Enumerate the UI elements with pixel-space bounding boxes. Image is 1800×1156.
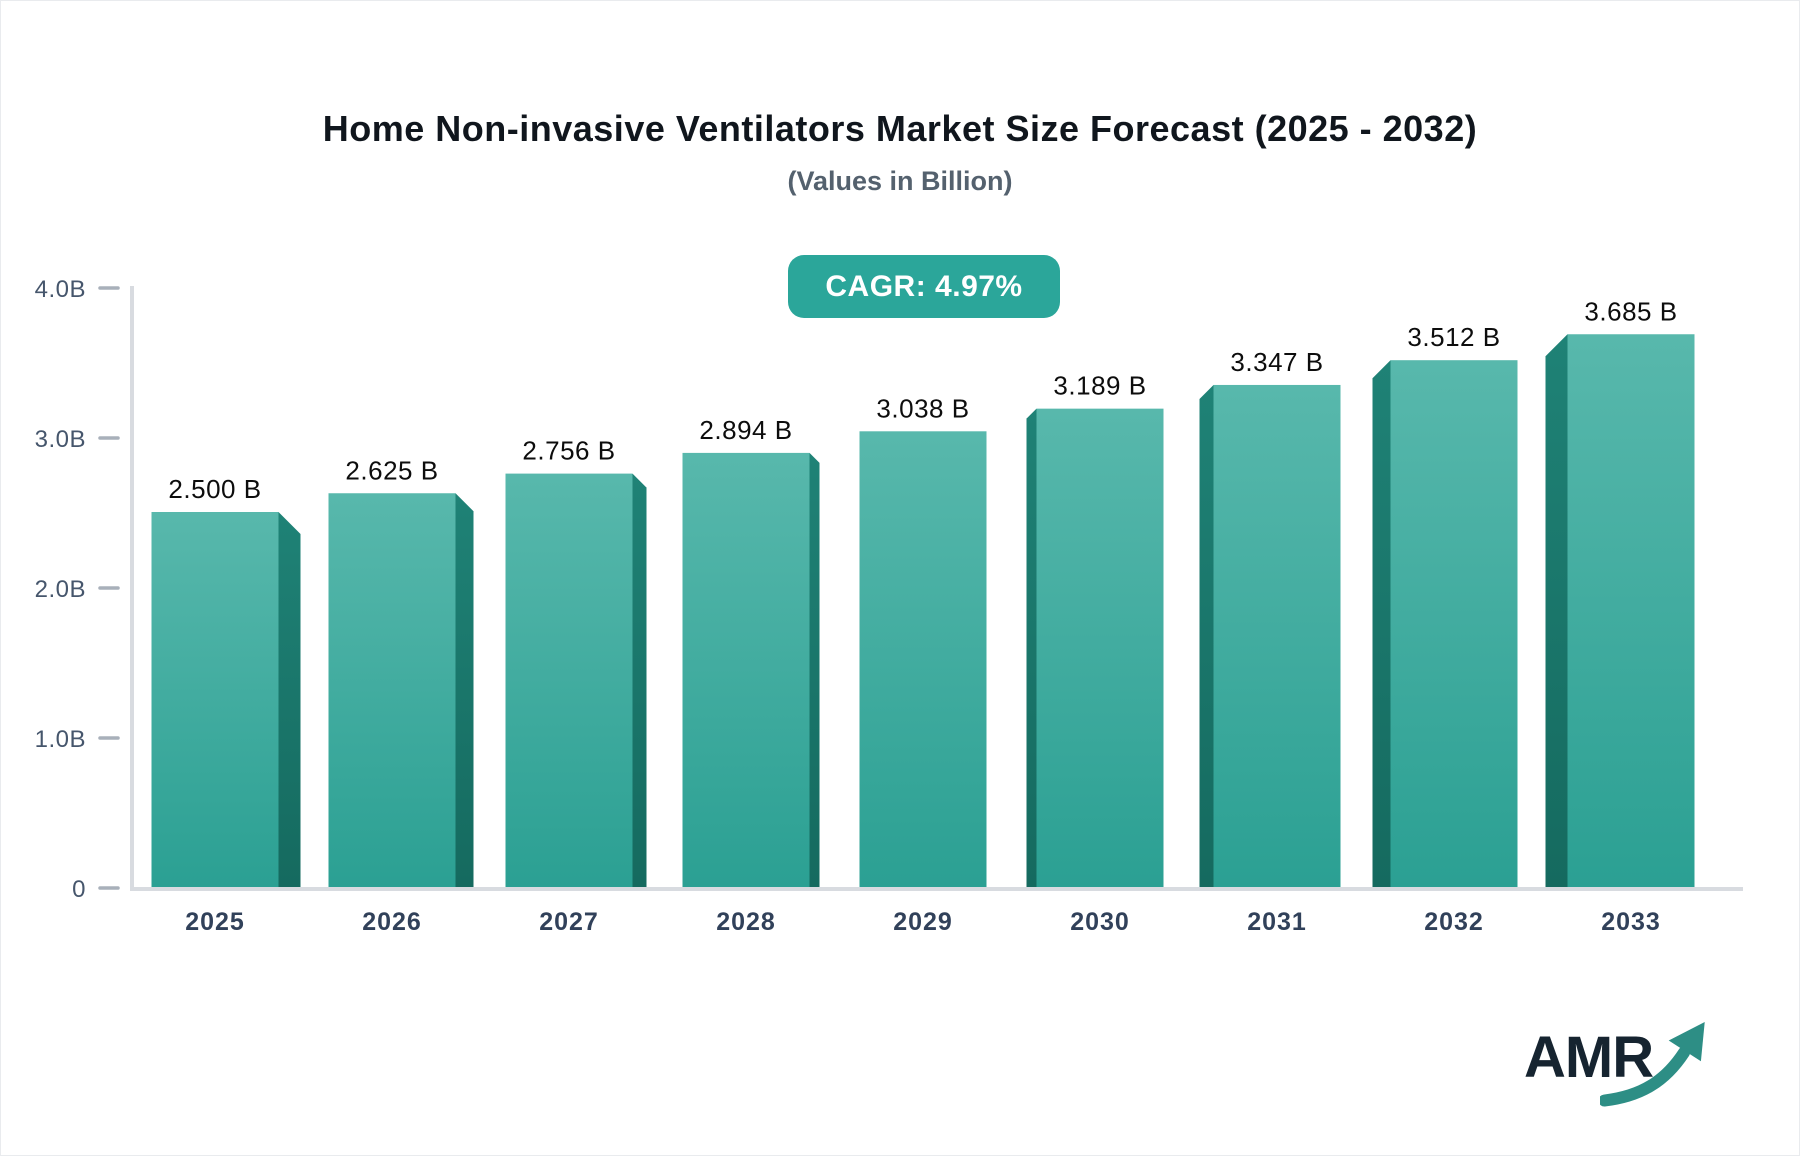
x-axis-label: 2029 [893, 908, 953, 936]
bar-face [1390, 360, 1518, 887]
bar-face [859, 431, 987, 887]
x-axis-label: 2028 [716, 908, 776, 936]
bar-face [328, 493, 456, 887]
x-axis-label: 2032 [1424, 908, 1484, 936]
bar-side [1372, 360, 1391, 887]
amr-logo: AMR [1524, 1020, 1724, 1120]
y-axis-tick-label: 4.0B [35, 276, 86, 303]
bar-side [455, 493, 474, 887]
x-axis-label: 2033 [1601, 908, 1661, 936]
bar-side [809, 452, 820, 887]
bar-group-2026: 2.625 B 2026 [328, 455, 474, 936]
x-axis-label: 2031 [1247, 908, 1307, 936]
bar-face [505, 473, 633, 887]
bar-group-2032: 3.512 B 2032 [1372, 322, 1518, 936]
cagr-badge-label: CAGR: 4.97% [825, 269, 1023, 303]
bar-value-label: 3.189 B [1053, 371, 1146, 401]
bar-side [632, 473, 647, 887]
x-axis-label: 2030 [1070, 908, 1130, 936]
bar-value-label: 2.756 B [522, 436, 615, 466]
y-axis-tick-label: 3.0B [35, 426, 86, 453]
trend-up-arrow-icon [1600, 1022, 1705, 1107]
x-axis-label: 2025 [185, 908, 245, 936]
bar-group-2029: 3.038 B 2029 [859, 393, 987, 936]
chart-title: Home Non-invasive Ventilators Market Siz… [322, 108, 1478, 149]
bar-value-label: 2.625 B [345, 455, 438, 485]
bar-face [151, 512, 279, 887]
amr-logo-text: AMR [1524, 1025, 1654, 1090]
y-axis-tick-label: 0 [72, 876, 86, 903]
bar-group-2033: 3.685 B 2033 [1545, 296, 1695, 936]
bar-group-2031: 3.347 B 2031 [1199, 347, 1341, 936]
bar-value-label: 3.512 B [1407, 322, 1500, 352]
y-axis-tick-label: 1.0B [35, 726, 86, 753]
bar-face [1567, 334, 1695, 887]
y-axis-tick-label: 2.0B [35, 576, 86, 603]
bar-side [1545, 334, 1568, 887]
bar-face [1213, 384, 1341, 887]
x-axis-label: 2027 [539, 908, 599, 936]
bar-value-label: 3.685 B [1584, 296, 1677, 326]
bar-group-2025: 2.500 B 2025 [151, 474, 301, 936]
cagr-badge: CAGR: 4.97% [788, 255, 1060, 318]
bar-value-label: 3.038 B [876, 393, 969, 423]
bar-face [1036, 408, 1164, 887]
bar-side [1199, 384, 1214, 887]
bar-side [278, 512, 301, 887]
chart-subtitle: (Values in Billion) [787, 166, 1013, 196]
bar-face [682, 452, 810, 887]
x-axis-label: 2026 [362, 908, 422, 936]
bar-value-label: 2.894 B [699, 415, 792, 445]
bar-value-label: 2.500 B [168, 474, 261, 504]
bar-group-2028: 2.894 B 2028 [682, 415, 820, 936]
bar-value-label: 3.347 B [1230, 347, 1323, 377]
bar-group-2027: 2.756 B 2027 [505, 436, 647, 936]
bar-side [1026, 408, 1037, 887]
bar-group-2030: 3.189 B 2030 [1026, 371, 1164, 936]
